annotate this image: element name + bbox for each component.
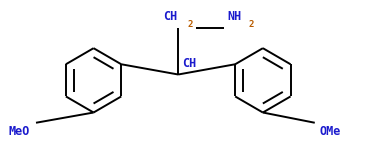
Text: OMe: OMe <box>319 125 341 138</box>
Text: CH: CH <box>163 10 177 23</box>
Text: CH: CH <box>182 57 196 70</box>
Text: 2: 2 <box>188 20 193 29</box>
Text: 2: 2 <box>249 20 254 29</box>
Text: NH: NH <box>228 10 242 23</box>
Text: MeO: MeO <box>9 125 30 138</box>
